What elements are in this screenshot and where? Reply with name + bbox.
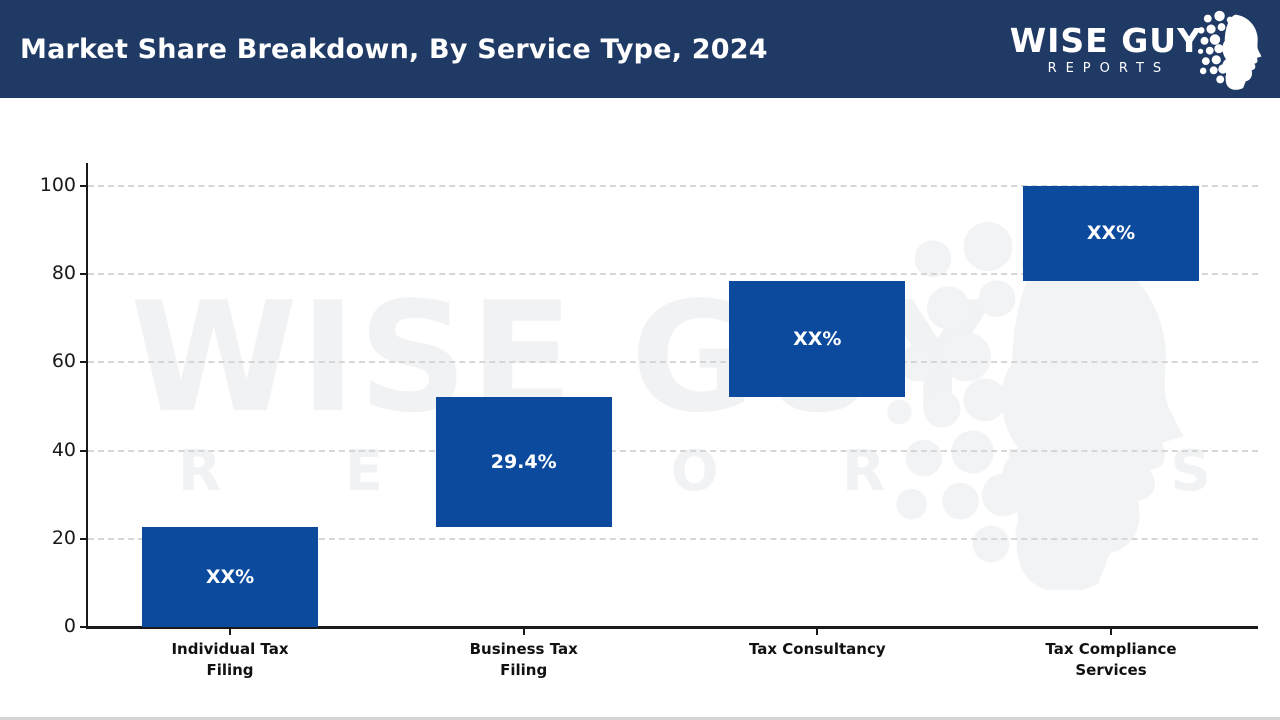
gridline-20: [88, 537, 1258, 540]
x-category-label: Tax Compliance Services: [991, 639, 1231, 681]
logo-head-profile-icon: [1197, 10, 1262, 90]
y-tick-0: [80, 626, 87, 628]
wise-guy-reports-logo: WISE GUY REPORTS: [1010, 6, 1268, 94]
bar-tax-consultancy: XX%: [729, 280, 906, 398]
bar-value-label: XX%: [205, 565, 255, 588]
bar-tax-compliance-services: XX%: [1023, 186, 1199, 281]
header-banner: Market Share Breakdown, By Service Type,…: [0, 0, 1280, 98]
x-category-label: Individual Tax Filing: [110, 639, 350, 681]
x-tick-0: [229, 629, 231, 635]
logo-text: WISE GUY REPORTS: [1009, 21, 1202, 77]
x-tick-2: [816, 629, 819, 635]
y-tick-label-60: 60: [51, 350, 76, 373]
gridline-60: [88, 361, 1258, 364]
x-category-label-line: Tax Consultancy: [748, 640, 886, 658]
y-tick-80: [80, 273, 87, 276]
bar-value-label: 29.4%: [490, 451, 557, 474]
y-tick-20: [80, 537, 87, 540]
y-axis-line: [86, 163, 88, 627]
gridline-40: [88, 449, 1258, 452]
watermark-head-profile: [887, 222, 1184, 590]
bottom-border: [0, 717, 1280, 720]
bar-value-label: XX%: [1086, 222, 1136, 245]
x-tick-1: [522, 629, 525, 635]
y-tick-label-40: 40: [51, 438, 76, 461]
bar-individual-tax-filing: XX%: [142, 526, 318, 627]
y-tick-label-100: 100: [39, 174, 76, 196]
y-tick-40: [80, 449, 87, 452]
x-category-label: Tax Consultancy: [697, 639, 937, 660]
x-category-label-line: Individual Tax: [171, 640, 289, 658]
chart-title: Market Share Breakdown, By Service Type,…: [20, 33, 768, 65]
bar-business-tax-filing: 29.4%: [435, 397, 612, 527]
y-tick-label-20: 20: [51, 526, 76, 549]
x-category-label-line: Services: [1075, 661, 1147, 679]
x-category-label-line: Filing: [206, 661, 254, 679]
x-category-label-line: Filing: [500, 661, 548, 679]
x-category-label-line: Business Tax: [469, 640, 578, 658]
logo-subtitle: REPORTS: [1047, 61, 1171, 76]
y-tick-60: [80, 361, 87, 364]
y-tick-label-0: 0: [63, 615, 76, 637]
x-tick-3: [1110, 629, 1112, 635]
gridline-100: [88, 185, 1258, 187]
x-category-label: Business Tax Filing: [404, 639, 644, 681]
x-category-label-line: Tax Compliance: [1045, 640, 1177, 658]
x-axis-line: [86, 626, 1258, 629]
logo-wordmark: WISE GUY: [1009, 21, 1202, 60]
y-tick-100: [80, 185, 87, 187]
bar-value-label: XX%: [793, 328, 842, 351]
gridline-80: [88, 273, 1258, 276]
y-tick-label-80: 80: [51, 262, 76, 285]
